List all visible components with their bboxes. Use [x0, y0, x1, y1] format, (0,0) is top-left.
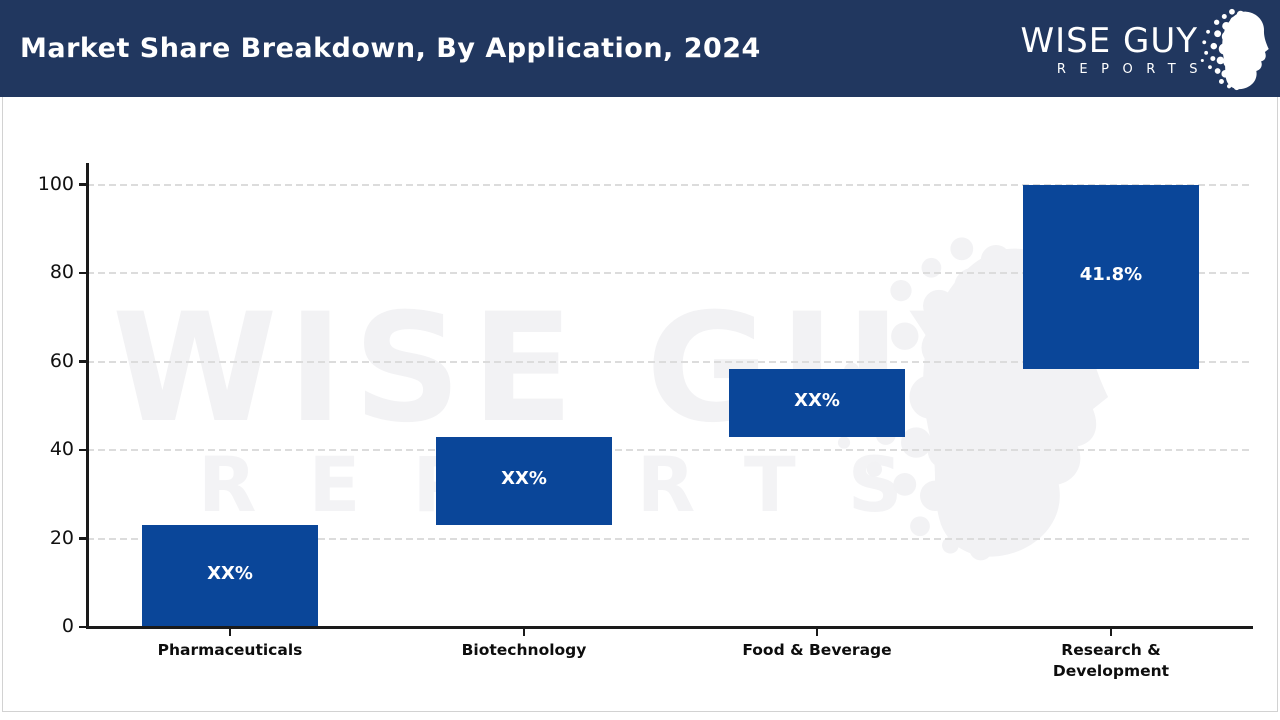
y-tick-100: [79, 183, 87, 186]
x-category-label-0: Pharmaceuticals: [80, 640, 380, 661]
page-title: Market Share Breakdown, By Application, …: [20, 33, 761, 64]
bar-value-label: XX%: [207, 563, 253, 585]
x-tick-1: [522, 628, 526, 636]
gridline-100: [87, 183, 1253, 186]
x-tick-2: [815, 628, 819, 636]
y-tick-label-100: 100: [37, 172, 74, 195]
bar-biotechnology: XX%: [436, 436, 612, 526]
y-tick-60: [79, 360, 87, 363]
y-tick-label-40: 40: [49, 438, 74, 460]
bar-research-development: 41.8%: [1023, 184, 1199, 370]
x-category-label-line: Biotechnology: [461, 641, 587, 659]
x-category-label-2: Food & Beverage: [667, 640, 967, 661]
x-category-label-line: Food & Beverage: [742, 641, 892, 659]
y-axis-line: [86, 163, 89, 628]
x-axis-line: [86, 626, 1253, 629]
logo-text: WISE GUY REPORTS: [1020, 22, 1198, 77]
x-tick-3: [1109, 628, 1113, 636]
y-tick-label-80: 80: [49, 261, 74, 283]
logo-subtitle: REPORTS: [1056, 62, 1211, 77]
x-category-label-3: Research & Development: [961, 640, 1261, 682]
y-tick-label-20: 20: [49, 526, 74, 549]
x-category-label-1: Biotechnology: [374, 640, 674, 661]
x-category-label-line: Development: [1052, 662, 1170, 680]
bar-pharmaceuticals: XX%: [142, 525, 318, 627]
gridline-60: [87, 360, 1253, 363]
y-tick-label-0: 0: [61, 615, 74, 637]
gridline-40: [87, 449, 1253, 451]
y-tick-0: [79, 625, 87, 629]
gridline-20: [87, 537, 1253, 540]
x-category-label-line: Pharmaceuticals: [157, 641, 303, 659]
y-tick-20: [79, 537, 87, 540]
gridline-80: [87, 272, 1253, 274]
y-tick-40: [79, 448, 87, 452]
logo-wordmark: WISE GUY: [1020, 21, 1198, 61]
header-bar: Market Share Breakdown, By Application, …: [0, 0, 1280, 97]
wise-guy-reports-logo: WISE GUY REPORTS: [1020, 4, 1270, 93]
x-tick-0: [228, 628, 232, 636]
bar-value-label: 41.8%: [1079, 263, 1143, 285]
bar-value-label: XX%: [501, 467, 547, 489]
bar-food-beverage: XX%: [729, 369, 905, 437]
x-category-label-line: Research &: [1061, 641, 1161, 659]
y-tick-label-60: 60: [49, 349, 74, 372]
bar-value-label: XX%: [794, 390, 840, 412]
y-tick-80: [79, 271, 87, 275]
